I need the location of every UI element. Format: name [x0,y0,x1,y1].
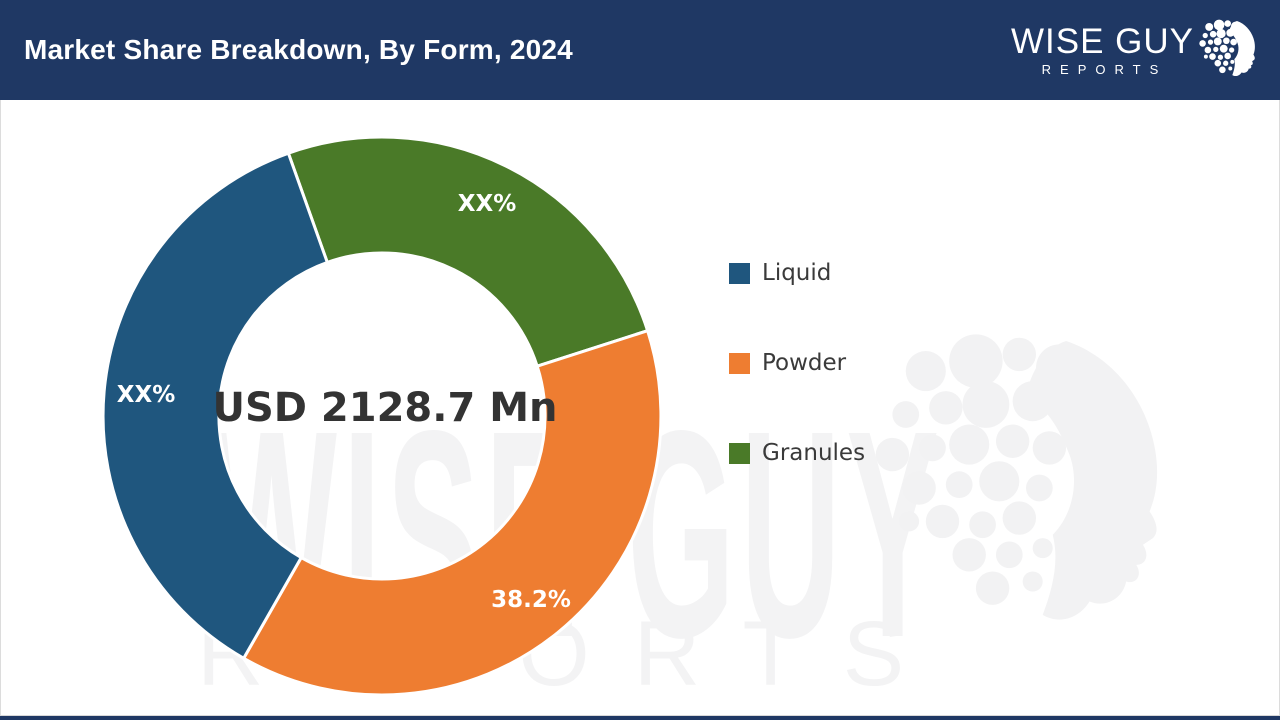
legend-label-liquid: Liquid [762,260,832,286]
watermark-subtitle: REPORTS [197,603,949,705]
legend-label-powder: Powder [762,350,847,376]
legend-swatch-powder [729,352,750,374]
header: Market Share Breakdown, By Form, 2024 WI… [0,0,1280,100]
wiseguy-logo: WISE GUY REPORTS [1011,9,1262,91]
legend-item-liquid: Liquid [729,260,865,286]
legend-swatch-liquid [729,262,750,284]
legend-item-powder: Powder [729,350,865,376]
logo-face-icon [1196,9,1262,91]
logo-subtitle: REPORTS [1041,61,1168,77]
watermark-face-icon [859,308,1193,668]
legend-item-granules: Granules [729,440,865,466]
logo-text: WISE GUY REPORTS [1011,24,1194,77]
legend: Liquid Powder Granules [729,260,865,530]
legend-swatch-granules [729,442,750,464]
legend-label-granules: Granules [762,440,866,466]
slice-label-powder: 38.2% [491,587,571,613]
page-title: Market Share Breakdown, By Form, 2024 [24,34,573,65]
chart-area: WISE GUY REPORTS [0,100,1280,715]
footer-bar [0,715,1280,720]
logo-wordmark: WISE GUY [1010,21,1194,61]
slice-label-liquid: XX% [116,382,176,408]
slice-label-granules: XX% [457,191,517,217]
center-value: USD 2128.7 Mn [212,385,558,431]
